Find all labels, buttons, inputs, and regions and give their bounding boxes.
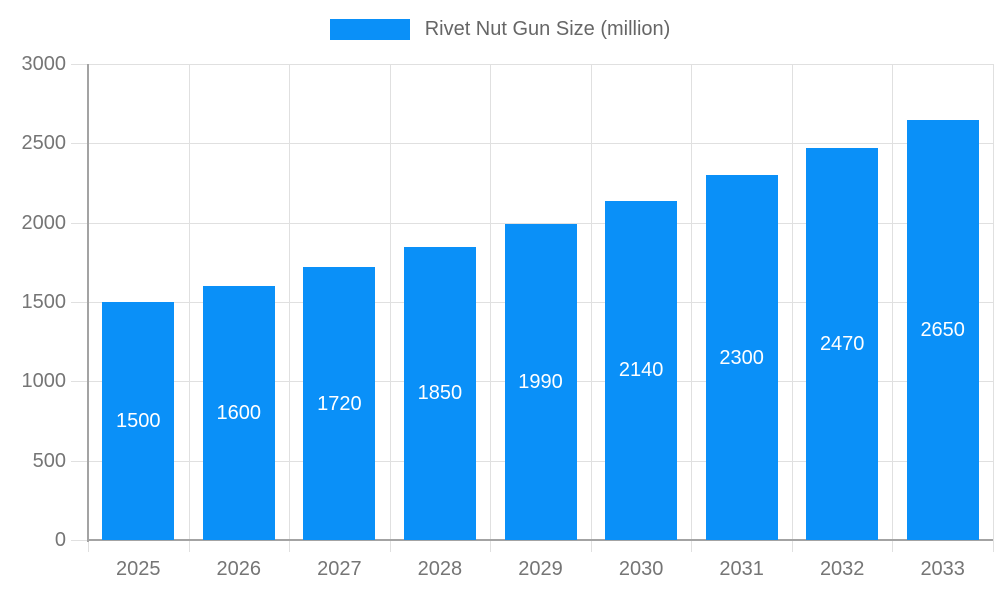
bar-value-label: 2140 (618, 359, 664, 382)
x-gridline (390, 64, 391, 540)
y-tick-mark (71, 381, 88, 382)
y-gridline (88, 64, 993, 65)
legend[interactable]: Rivet Nut Gun Size (million) (0, 18, 1000, 41)
x-axis-tick-label: 2026 (216, 558, 262, 580)
x-gridline (792, 64, 793, 540)
x-tick-mark (892, 540, 893, 552)
x-tick-mark (289, 540, 290, 552)
bar (906, 119, 979, 540)
y-axis-line (87, 64, 89, 542)
y-tick-mark (71, 540, 88, 541)
bar-value-label: 2650 (920, 318, 965, 341)
x-tick-mark (792, 540, 793, 552)
x-tick-mark (993, 540, 994, 552)
bar-value-label: 1850 (417, 382, 463, 405)
legend-swatch (329, 19, 410, 40)
bar (102, 302, 175, 540)
y-tick-mark (71, 302, 88, 303)
x-gridline (691, 64, 692, 540)
bar-value-label: 1500 (116, 410, 161, 432)
x-tick-mark (88, 540, 89, 552)
y-tick-mark (71, 64, 88, 65)
x-axis-tick-label: 2032 (819, 558, 865, 580)
x-gridline (490, 64, 491, 540)
x-axis-tick-label: 2029 (518, 558, 563, 580)
x-axis-tick-label: 2027 (317, 558, 362, 580)
bar (605, 200, 678, 540)
x-gridline (591, 64, 592, 540)
y-axis-tick-label: 500 (32, 450, 66, 472)
x-gridline (993, 64, 994, 540)
bar-value-label: 1600 (216, 402, 262, 425)
bar-value-label: 1720 (317, 392, 362, 415)
bar (504, 224, 577, 540)
x-axis-tick-label: 2031 (719, 558, 764, 580)
bar (705, 175, 778, 540)
bar-value-label: 2300 (719, 346, 764, 369)
y-axis-tick-label: 2000 (21, 212, 67, 234)
y-tick-mark (71, 461, 88, 462)
bar (303, 267, 376, 540)
y-axis-tick-label: 1500 (21, 291, 67, 313)
x-gridline (289, 64, 290, 540)
y-axis-tick-label: 3000 (21, 53, 67, 75)
bar-value-label: 1990 (518, 371, 563, 394)
x-axis-tick-label: 2030 (618, 558, 664, 580)
x-gridline (892, 64, 893, 540)
y-gridline (88, 143, 993, 144)
x-tick-mark (490, 540, 491, 552)
legend-label: Rivet Nut Gun Size (million) (424, 18, 671, 40)
x-tick-mark (591, 540, 592, 552)
x-axis-line (88, 539, 993, 541)
bar (806, 148, 879, 540)
bar (202, 286, 275, 540)
y-axis-tick-label: 1000 (21, 370, 67, 392)
y-gridline (88, 223, 993, 224)
x-axis-tick-label: 2028 (417, 558, 463, 580)
y-tick-mark (71, 223, 88, 224)
x-tick-mark (189, 540, 190, 552)
y-axis-tick-label: 2500 (21, 132, 67, 154)
x-axis-tick-label: 2025 (116, 558, 161, 580)
y-tick-mark (71, 143, 88, 144)
x-axis-tick-label: 2033 (920, 558, 965, 580)
x-tick-mark (390, 540, 391, 552)
bar-value-label: 2470 (819, 333, 865, 355)
bar (403, 246, 476, 540)
x-gridline (189, 64, 190, 540)
y-axis-tick-label: 0 (54, 529, 66, 551)
x-tick-mark (691, 540, 692, 552)
